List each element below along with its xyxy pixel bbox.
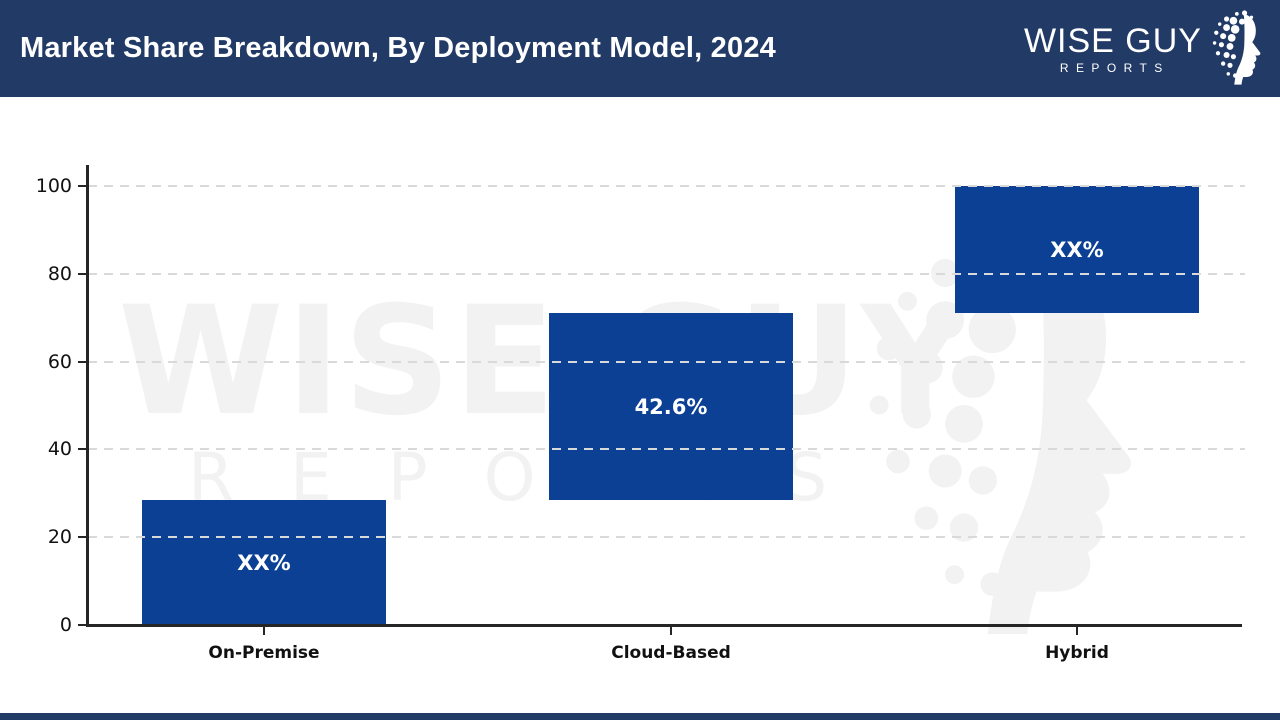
- logo-text: WISE GUY REPORTS: [1024, 24, 1202, 74]
- chart-canvas: WISE GUY REPORTS XX% 42.6% XX% 0 20 40 60 80 100…: [0, 97, 1280, 713]
- y-tick-100: [78, 185, 87, 187]
- y-tick-label-40: 40: [47, 438, 72, 461]
- y-tick-80: [78, 272, 87, 275]
- head-profile-icon: [1212, 9, 1261, 85]
- chart-title: Market Share Breakdown, By Deployment Mo…: [20, 32, 776, 64]
- gridline-y-40: [88, 448, 1245, 451]
- gridline-y-20: [88, 536, 1245, 539]
- y-tick-label-0: 0: [59, 614, 72, 636]
- y-tick-40: [78, 448, 87, 451]
- bar-cloud-based: 42.6%: [549, 313, 793, 501]
- y-tick-60: [78, 360, 87, 363]
- x-tick-hybrid: [1076, 627, 1078, 635]
- bar-hybrid: XX%: [955, 186, 1199, 314]
- bar-value-label: 42.6%: [634, 394, 708, 419]
- footer-bar: [0, 713, 1280, 720]
- y-tick-label-80: 80: [47, 262, 72, 285]
- gridline-y-80: [88, 272, 1245, 275]
- y-tick-20: [78, 536, 87, 539]
- category-label-cloud-based: Cloud-Based: [611, 643, 731, 663]
- y-tick-0: [78, 624, 87, 626]
- bar-on-premise: XX%: [142, 500, 386, 625]
- y-tick-label-20: 20: [47, 526, 72, 549]
- wise-guy-reports-logo: WISE GUY REPORTS: [1024, 9, 1266, 89]
- bar-value-label: XX%: [237, 550, 291, 575]
- bar-value-label: XX%: [1050, 237, 1104, 262]
- gridline-y-60: [88, 360, 1245, 363]
- x-tick-on-premise: [263, 627, 265, 635]
- category-label-hybrid: Hybrid: [1045, 643, 1109, 663]
- header-bar: Market Share Breakdown, By Deployment Mo…: [0, 0, 1280, 97]
- x-axis-line: [86, 624, 1242, 627]
- y-tick-label-60: 60: [47, 350, 72, 373]
- logo-wordmark: WISE GUY: [1023, 21, 1202, 60]
- logo-subtitle: REPORTS: [1059, 60, 1170, 75]
- y-axis-line: [86, 165, 89, 627]
- category-label-on-premise: On-Premise: [208, 643, 320, 663]
- y-tick-label-100: 100: [35, 175, 72, 197]
- gridline-y-100: [88, 185, 1245, 187]
- x-tick-cloud-based: [670, 627, 672, 635]
